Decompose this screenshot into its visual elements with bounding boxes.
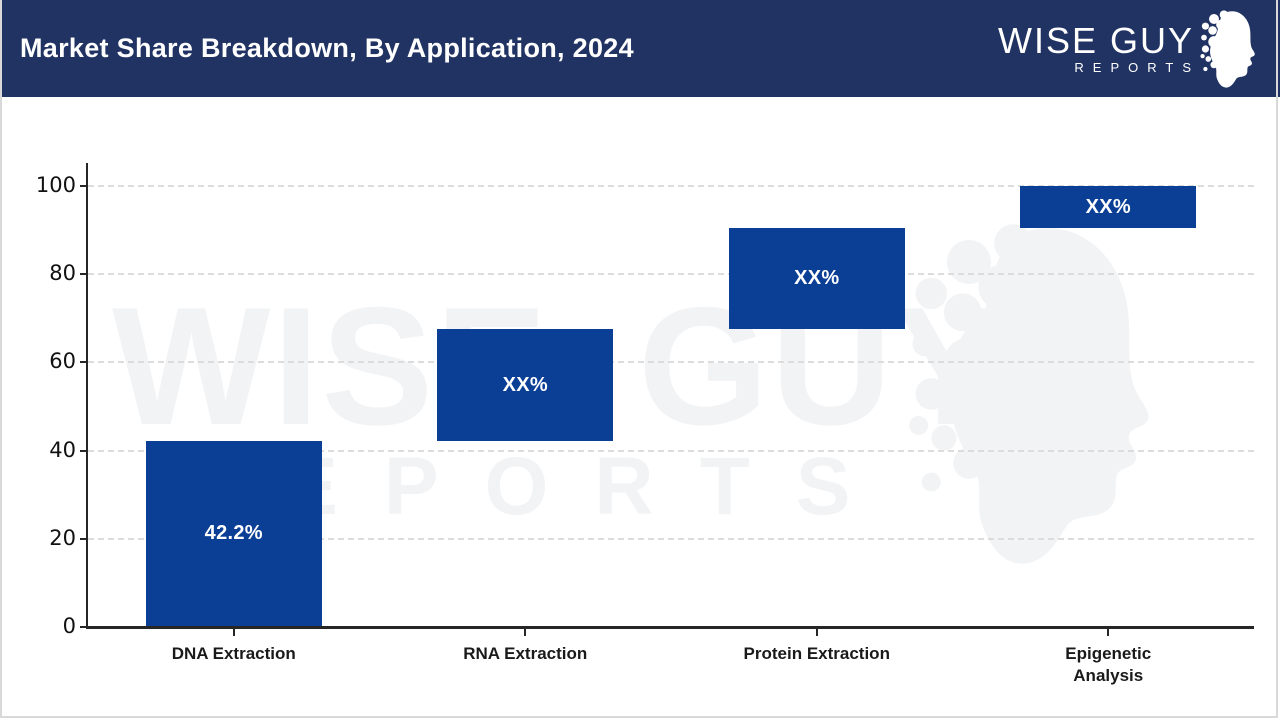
x-category-label-epigenetic-analysis: Epigenetic Analysis	[1065, 644, 1152, 685]
y-tick-label-100: 100	[35, 173, 76, 197]
y-tick-label-0: 0	[62, 614, 76, 638]
y-tick-0	[80, 626, 87, 628]
gridline-40	[88, 449, 1254, 452]
bar-epigenetic-analysis: XX%	[1020, 186, 1197, 229]
page-title: Market Share Breakdown, By Application, …	[20, 33, 634, 63]
y-tick-label-80: 80	[49, 261, 76, 286]
x-axis-line	[86, 626, 1254, 629]
chart-header: Market Share Breakdown, By Application, …	[0, 0, 1280, 97]
x-tick-protein-extraction	[815, 629, 818, 636]
gridline-100	[88, 185, 1254, 187]
y-tick-20	[80, 537, 87, 540]
y-axis-line	[86, 163, 88, 629]
logo-wordmark: WISE GUY	[997, 19, 1194, 61]
x-tick-dna-extraction	[232, 629, 235, 636]
bar-rna-extraction: XX%	[437, 329, 614, 441]
waterfall-chart: 0 20 40 60 80 100 42.2% DNA Extraction XX% RNA Ex…	[0, 97, 1280, 720]
bar-value-label-epigenetic-analysis: XX%	[1085, 195, 1131, 218]
wise-guy-reports-logo: WISE GUY REPORTS	[998, 9, 1262, 89]
x-category-label-protein-extraction: Protein Extraction	[743, 644, 890, 663]
logo-subtitle: REPORTS	[1074, 59, 1200, 75]
watermark-face-icon	[885, 218, 1185, 575]
x-tick-rna-extraction	[524, 629, 527, 636]
y-tick-label-40: 40	[49, 437, 76, 462]
y-tick-40	[80, 449, 87, 452]
gridline-60	[88, 361, 1254, 364]
y-tick-label-20: 20	[49, 525, 76, 550]
y-tick-60	[80, 361, 87, 364]
face-profile-icon	[1196, 9, 1262, 89]
bar-value-label-dna-extraction: 42.2%	[204, 522, 263, 545]
x-category-label-rna-extraction: RNA Extraction	[463, 644, 588, 663]
y-tick-label-60: 60	[49, 349, 76, 374]
gridline-20	[88, 537, 1254, 540]
logo-text: WISE GUY REPORTS	[997, 19, 1194, 76]
bar-protein-extraction: XX%	[728, 228, 905, 330]
gridline-80	[88, 273, 1254, 276]
x-tick-epigenetic-analysis	[1107, 629, 1110, 636]
y-tick-100	[80, 185, 87, 187]
x-category-label-dna-extraction: DNA Extraction	[171, 644, 296, 663]
y-tick-80	[80, 273, 87, 276]
bar-value-label-rna-extraction: XX%	[502, 373, 548, 396]
bar-dna-extraction: 42.2%	[145, 440, 322, 627]
bar-value-label-protein-extraction: XX%	[794, 267, 840, 290]
